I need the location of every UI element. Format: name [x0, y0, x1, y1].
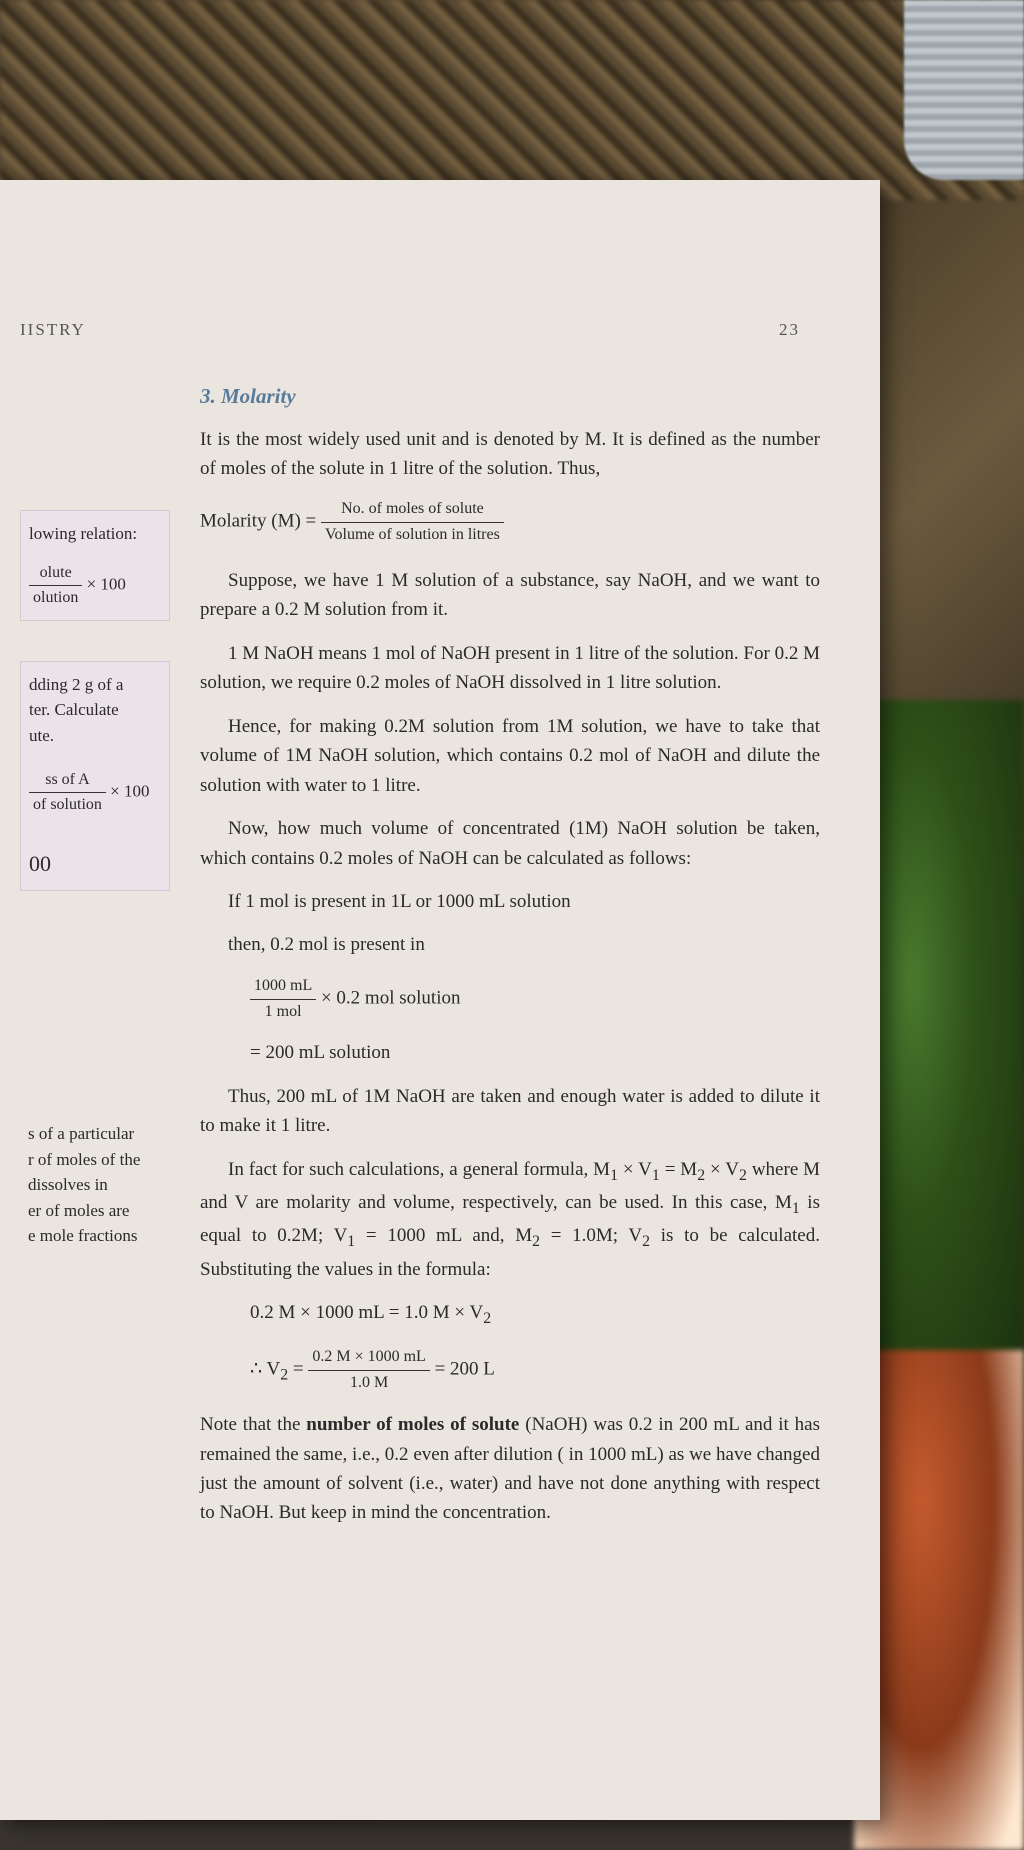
zeros: 00	[29, 847, 161, 880]
para-1m-means: 1 M NaOH means 1 mol of NaOH present in …	[200, 639, 820, 698]
times-100: × 100	[87, 574, 126, 593]
molarity-fraction: No. of moles of solute Volume of solutio…	[321, 497, 504, 548]
times-100b: × 100	[110, 781, 149, 800]
para-if1mol: If 1 mol is present in 1L or 1000 mL sol…	[200, 887, 820, 916]
v2-fraction: 0.2 M × 1000 mL 1.0 M	[308, 1345, 429, 1396]
relation-label: lowing relation:	[29, 521, 161, 547]
two-column-layout: lowing relation: olute olution × 100 ddi…	[20, 380, 820, 1542]
calc-fraction: 1000 mL 1 mol	[250, 974, 316, 1025]
running-head: IISTRY	[20, 320, 86, 340]
main-text-column: 3. Molarity It is the most widely used u…	[200, 380, 820, 1542]
substitution-eq: 0.2 M × 1000 mL = 1.0 M × V2	[250, 1298, 820, 1331]
side-box-example: dding 2 g of a ter. Calculate ute. ss of…	[20, 661, 170, 892]
green-cloth	[864, 700, 1024, 1400]
side-para-moles: s of a particular r of moles of the diss…	[20, 1111, 170, 1259]
book-page: IISTRY 23 lowing relation: olute olution…	[0, 180, 880, 1820]
page-header: IISTRY 23	[20, 320, 820, 340]
molarity-formula: Molarity (M) = No. of moles of solute Vo…	[200, 497, 820, 548]
para-thus: Thus, 200 mL of 1M NaOH are taken and en…	[200, 1082, 820, 1141]
fraction-mass: ss of A of solution	[29, 768, 106, 817]
left-margin-column: lowing relation: olute olution × 100 ddi…	[20, 380, 170, 1542]
para-general-formula: In fact for such calculations, a general…	[200, 1155, 820, 1284]
calc-block: 1000 mL 1 mol × 0.2 mol solution	[250, 974, 820, 1025]
photo-surface: IISTRY 23 lowing relation: olute olution…	[0, 0, 1024, 1821]
metal-object	[904, 0, 1024, 180]
side-box-relation: lowing relation: olute olution × 100	[20, 510, 170, 621]
page-number: 23	[779, 320, 800, 340]
para-now: Now, how much volume of concentrated (1M…	[200, 814, 820, 873]
para-hence: Hence, for making 0.2M solution from 1M …	[200, 712, 820, 800]
fraction-olute: olute olution	[29, 561, 82, 610]
para-note: Note that the number of moles of solute …	[200, 1410, 820, 1528]
v2-result: ∴ V2 = 0.2 M × 1000 mL 1.0 M = 200 L	[250, 1345, 820, 1396]
para-then: then, 0.2 mol is present in	[200, 930, 820, 959]
calc-result: = 200 mL solution	[250, 1038, 820, 1067]
table-texture	[0, 0, 1024, 200]
para-suppose: Suppose, we have 1 M solution of a subst…	[200, 566, 820, 625]
section-title: 3. Molarity	[200, 380, 820, 413]
para-intro: It is the most widely used unit and is d…	[200, 425, 820, 484]
